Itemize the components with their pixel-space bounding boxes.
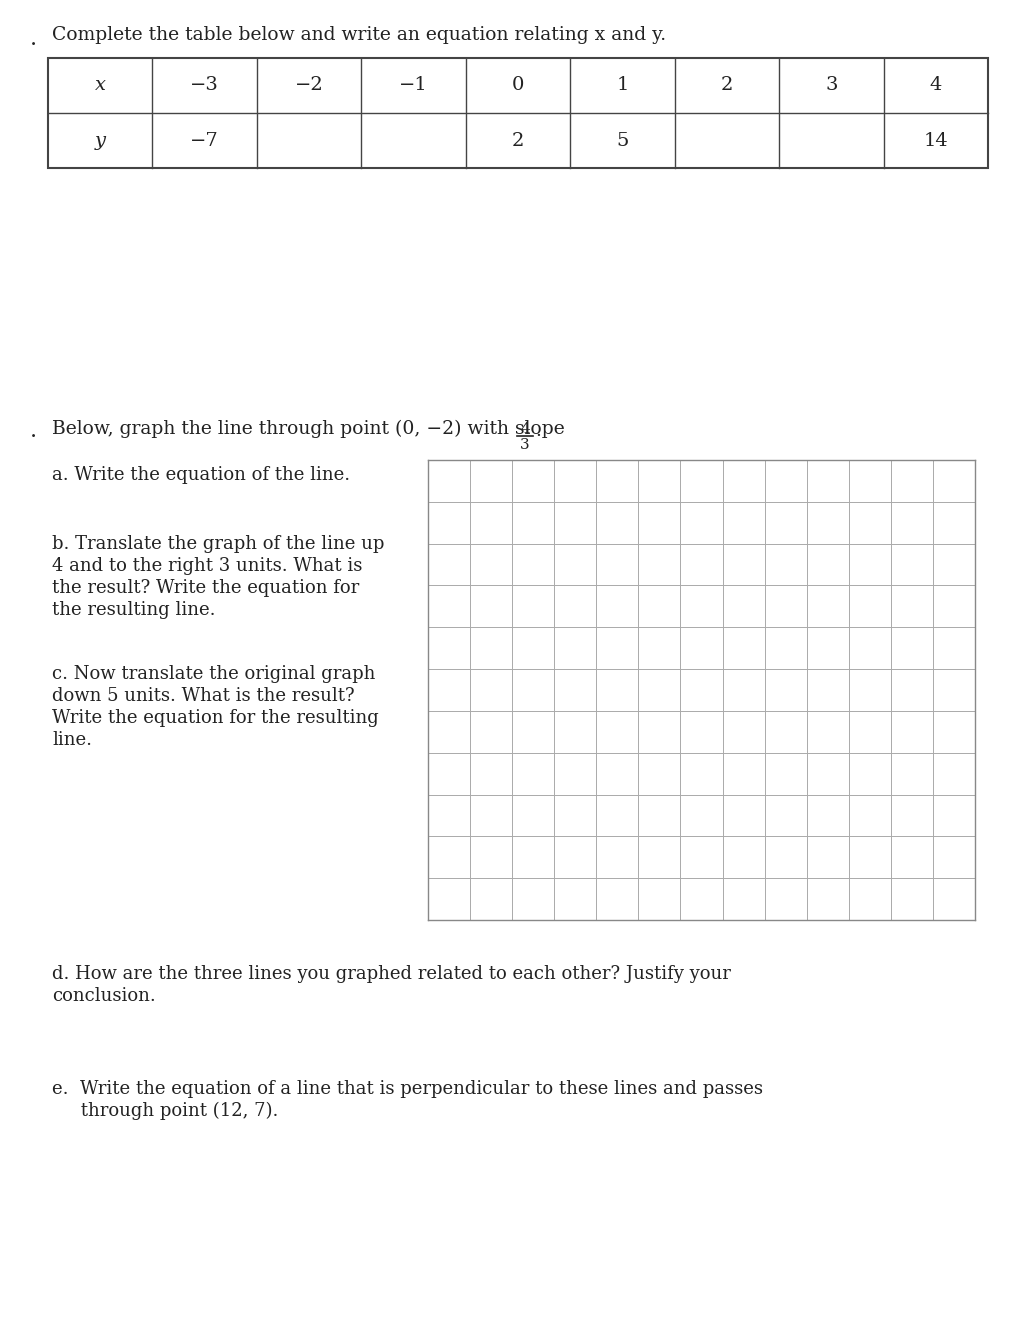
Text: y: y: [95, 132, 105, 149]
Text: b. Translate the graph of the line up: b. Translate the graph of the line up: [52, 535, 384, 553]
Text: line.: line.: [52, 730, 92, 749]
Text: c. Now translate the original graph: c. Now translate the original graph: [52, 665, 376, 682]
Text: conclusion.: conclusion.: [52, 986, 156, 1005]
Text: −7: −7: [190, 132, 219, 149]
Text: e.  Write the equation of a line that is perpendicular to these lines and passes: e. Write the equation of a line that is …: [52, 1080, 763, 1098]
Text: a. Write the equation of the line.: a. Write the equation of the line.: [52, 467, 350, 484]
Text: 14: 14: [924, 132, 948, 149]
Text: 2: 2: [721, 76, 733, 95]
Text: 4: 4: [930, 76, 942, 95]
Text: Write the equation for the resulting: Write the equation for the resulting: [52, 709, 379, 726]
Text: .: .: [30, 420, 37, 443]
Text: 3: 3: [520, 439, 529, 452]
Text: through point (12, 7).: through point (12, 7).: [52, 1102, 279, 1120]
Text: .: .: [30, 28, 37, 51]
Text: Below, graph the line through point (0, −2) with slope: Below, graph the line through point (0, …: [52, 420, 570, 439]
Text: −1: −1: [399, 76, 428, 95]
Text: 5: 5: [616, 132, 629, 149]
Text: 1: 1: [616, 76, 629, 95]
Text: down 5 units. What is the result?: down 5 units. What is the result?: [52, 686, 354, 705]
Text: .: .: [535, 423, 541, 440]
Text: d. How are the three lines you graphed related to each other? Justify your: d. How are the three lines you graphed r…: [52, 965, 731, 982]
FancyBboxPatch shape: [48, 59, 988, 168]
Text: −3: −3: [190, 76, 219, 95]
Text: Complete the table below and write an equation relating x and y.: Complete the table below and write an eq…: [52, 27, 667, 44]
Text: 4 and to the right 3 units. What is: 4 and to the right 3 units. What is: [52, 557, 362, 575]
Text: 2: 2: [512, 132, 524, 149]
Text: 3: 3: [825, 76, 838, 95]
Text: −2: −2: [295, 76, 324, 95]
Text: the result? Write the equation for: the result? Write the equation for: [52, 579, 359, 597]
Text: 4: 4: [520, 423, 529, 436]
Text: the resulting line.: the resulting line.: [52, 601, 215, 619]
Text: x: x: [95, 76, 105, 95]
Text: 0: 0: [512, 76, 524, 95]
